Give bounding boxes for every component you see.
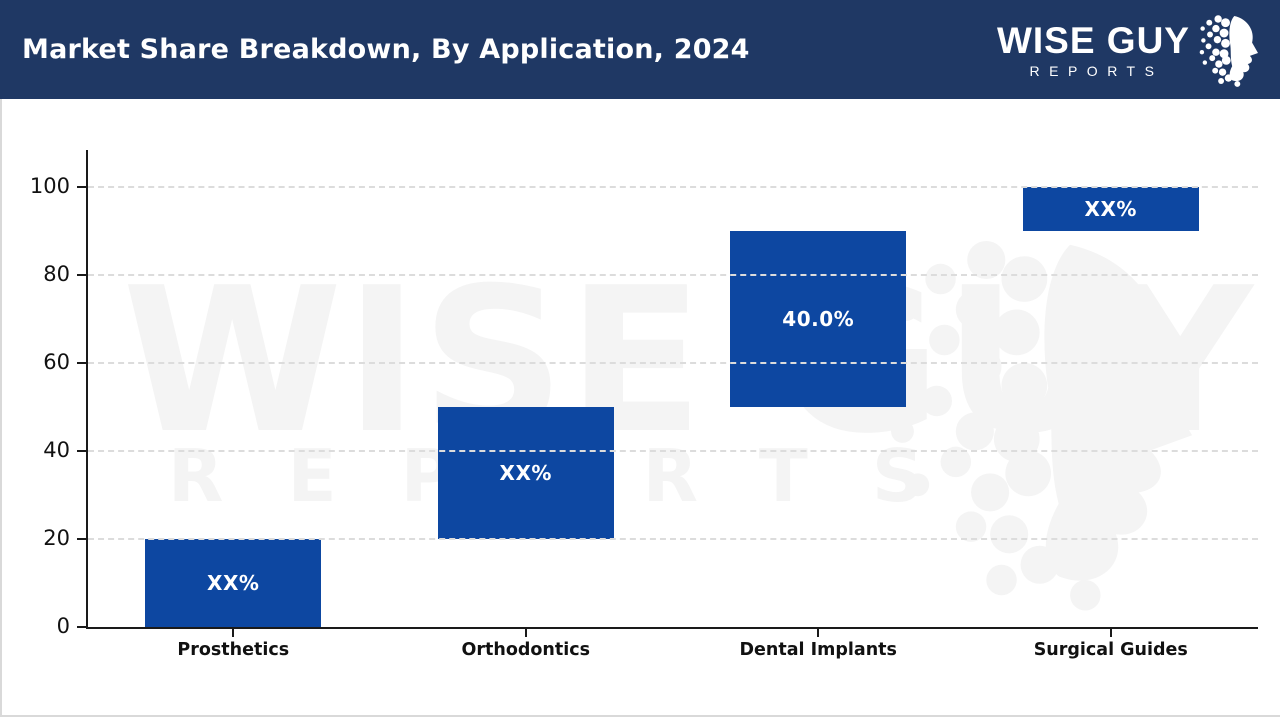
x-tick-mark-1 <box>232 629 235 637</box>
bar-orthodontics: XX% <box>437 407 614 539</box>
y-tick-label-0: 0 <box>56 614 70 638</box>
y-tick-mark-40 <box>77 450 87 452</box>
gridline-60 <box>88 362 1258 364</box>
page-bottom-border <box>0 715 1280 717</box>
bar-value-label: 40.0% <box>782 307 855 331</box>
y-tick-mark-100 <box>77 186 87 188</box>
wiseguy-logo-text: WISE GUY REPORTS <box>997 22 1190 78</box>
x-axis-line <box>86 627 1258 629</box>
gridline-100 <box>88 186 1258 188</box>
bar-surgical-guides: XX% <box>1022 187 1199 231</box>
category-label-4: Surgical Guides <box>1033 640 1188 660</box>
bar-value-label: XX% <box>1084 197 1137 221</box>
gridline-20 <box>88 538 1258 540</box>
y-tick-mark-60 <box>77 362 87 364</box>
bar-dental-implants: 40.0% <box>730 231 907 407</box>
y-tick-mark-80 <box>77 274 87 276</box>
x-tick-mark-3 <box>817 629 820 637</box>
bar-value-label: XX% <box>207 571 260 595</box>
header: Market Share Breakdown, By Application, … <box>0 0 1280 99</box>
y-tick-label-60: 60 <box>43 350 70 374</box>
y-tick-label-100: 100 <box>29 174 70 198</box>
logo-brand-name: WISE GUY <box>996 19 1190 61</box>
wiseguy-logo: WISE GUY REPORTS <box>997 13 1258 87</box>
y-axis-line <box>86 150 88 629</box>
x-tick-mark-4 <box>1109 629 1112 637</box>
gridline-40 <box>88 450 1258 452</box>
logo-brand-subtitle: REPORTS <box>1029 62 1164 79</box>
gridline-80 <box>88 274 1258 276</box>
page-title: Market Share Breakdown, By Application, … <box>22 34 750 65</box>
page-left-border <box>0 99 2 716</box>
y-tick-mark-20 <box>77 538 87 540</box>
bar-value-label: XX% <box>499 461 552 485</box>
x-tick-mark-2 <box>524 629 527 637</box>
wiseguy-face-icon <box>1199 14 1258 87</box>
y-tick-label-80: 80 <box>43 262 70 286</box>
category-label-1: Prosthetics <box>177 640 290 660</box>
y-tick-mark-0 <box>77 626 87 628</box>
y-tick-label-20: 20 <box>43 526 70 550</box>
bar-prosthetics: XX% <box>145 539 322 627</box>
y-tick-label-40: 40 <box>43 438 70 462</box>
category-label-2: Orthodontics <box>461 640 590 660</box>
category-label-3: Dental Implants <box>739 640 897 660</box>
